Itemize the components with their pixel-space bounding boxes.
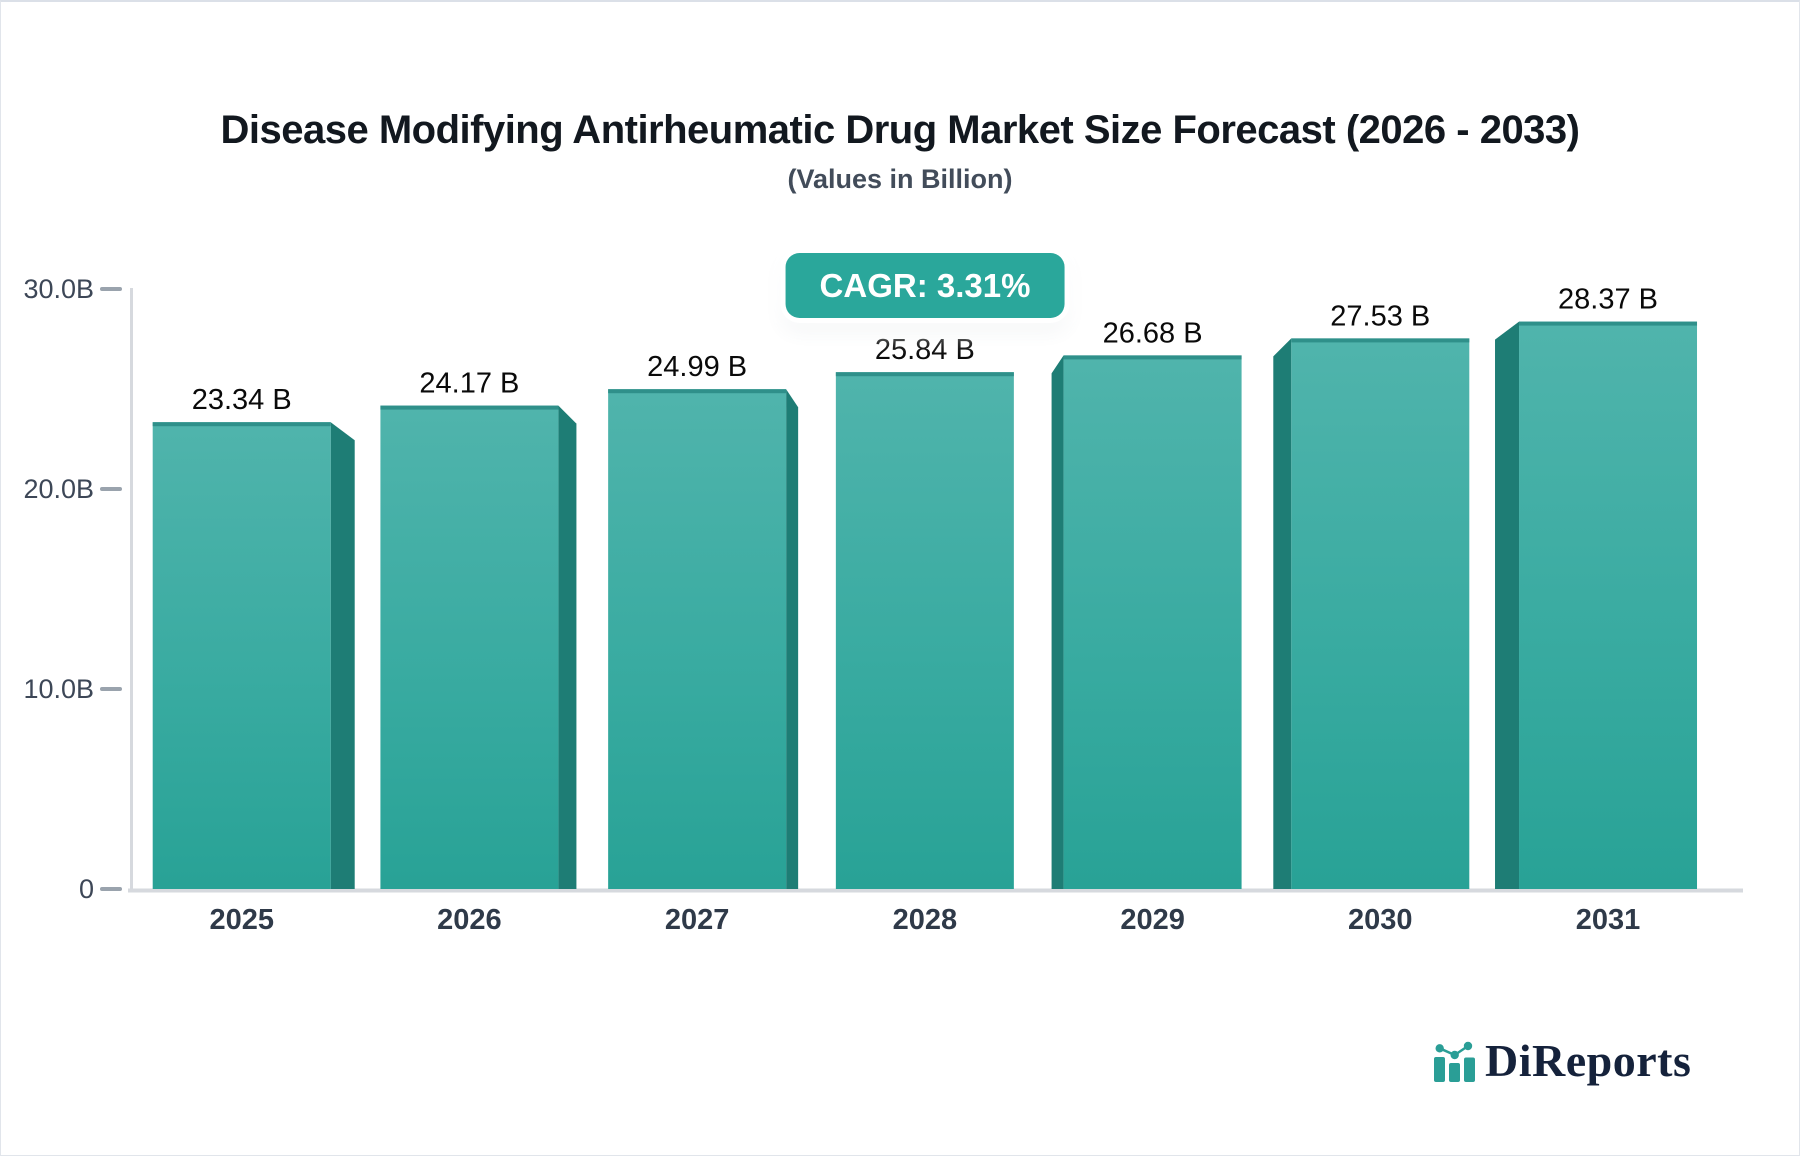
bar-value-label: 25.84 B [875, 334, 975, 366]
bar-value-label: 26.68 B [1103, 317, 1203, 349]
x-axis-label: 2030 [1348, 904, 1413, 936]
bar-value-label: 28.37 B [1558, 284, 1658, 316]
x-axis-label: 2031 [1576, 904, 1641, 936]
logo-text: DiReports [1485, 1035, 1692, 1086]
chart-title: Disease Modifying Antirheumatic Drug Mar… [220, 108, 1580, 152]
y-tick-label: 10.0B [23, 674, 94, 704]
y-tick-label: 30.0B [23, 274, 94, 304]
bar-value-label: 24.17 B [419, 368, 519, 400]
bar-2026[interactable] [380, 405, 577, 889]
bar-2025[interactable] [152, 422, 355, 889]
bar-2028[interactable] [835, 372, 1014, 889]
x-axis-label: 2029 [1120, 904, 1185, 936]
direports-logo: DiReports [1429, 1022, 1691, 1086]
x-axis-label: 2026 [437, 904, 502, 936]
logo-mark-icon [1434, 1041, 1475, 1082]
x-axis-label: 2025 [209, 904, 274, 936]
y-tick-label: 0 [79, 874, 94, 904]
bar-2030[interactable] [1273, 338, 1470, 889]
y-tick-label: 20.0B [23, 474, 94, 504]
x-axis-label: 2028 [893, 904, 958, 936]
bar-value-label: 27.53 B [1330, 300, 1430, 332]
bar-2027[interactable] [608, 389, 799, 889]
chart-subtitle: (Values in Billion) [787, 164, 1013, 194]
bar-2029[interactable] [1051, 355, 1242, 889]
bar-value-label: 24.99 B [647, 351, 747, 383]
bar-2031[interactable] [1495, 321, 1698, 890]
x-axis-label: 2027 [665, 904, 730, 936]
bar-value-label: 23.34 B [192, 384, 292, 416]
cagr-badge: CAGR: 3.31% [785, 253, 1065, 318]
